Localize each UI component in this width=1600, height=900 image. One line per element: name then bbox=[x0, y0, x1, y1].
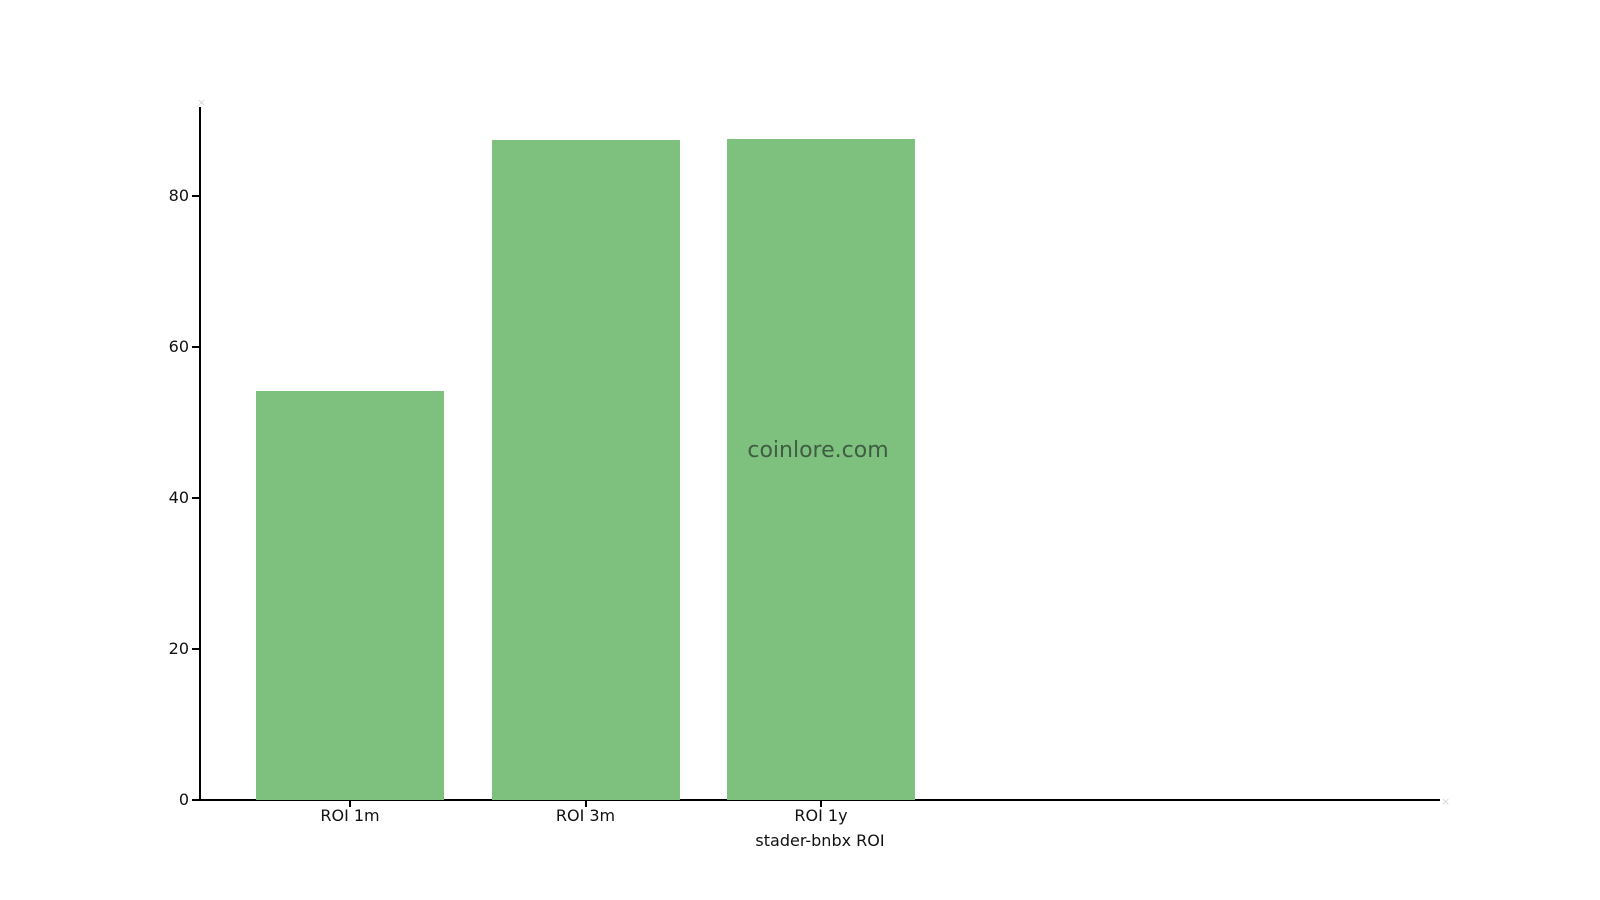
x-axis-end-artifact: × bbox=[1441, 795, 1451, 808]
x-tick-mark bbox=[584, 800, 587, 807]
y-tick-label: 60 bbox=[168, 337, 189, 356]
x-tick-label: ROI 3m bbox=[555, 806, 616, 825]
y-tick-label: 40 bbox=[168, 488, 189, 507]
y-axis-spine bbox=[199, 107, 201, 801]
y-tick-mark bbox=[192, 648, 199, 650]
watermark-text: coinlore.com bbox=[747, 438, 889, 463]
y-axis-end-artifact: × bbox=[197, 96, 207, 109]
y-tick-mark bbox=[192, 195, 199, 197]
bar-roi-1m bbox=[256, 390, 444, 800]
x-tick-mark bbox=[349, 800, 351, 807]
x-tick-mark bbox=[820, 800, 822, 807]
x-axis-title: stader-bnbx ROI bbox=[755, 831, 885, 850]
y-tick-mark bbox=[192, 497, 199, 499]
y-tick-label: 0 bbox=[178, 790, 189, 809]
y-tick-mark bbox=[192, 346, 199, 348]
x-tick-label: ROI 1y bbox=[794, 806, 848, 825]
x-axis-spine bbox=[199, 799, 1440, 801]
y-tick-label: 80 bbox=[168, 186, 189, 205]
bar-roi-3m bbox=[491, 140, 680, 800]
y-tick-mark bbox=[192, 799, 199, 801]
bar-roi-1y bbox=[727, 138, 915, 800]
y-tick-label: 20 bbox=[168, 639, 189, 658]
x-tick-label: ROI 1m bbox=[320, 806, 380, 825]
